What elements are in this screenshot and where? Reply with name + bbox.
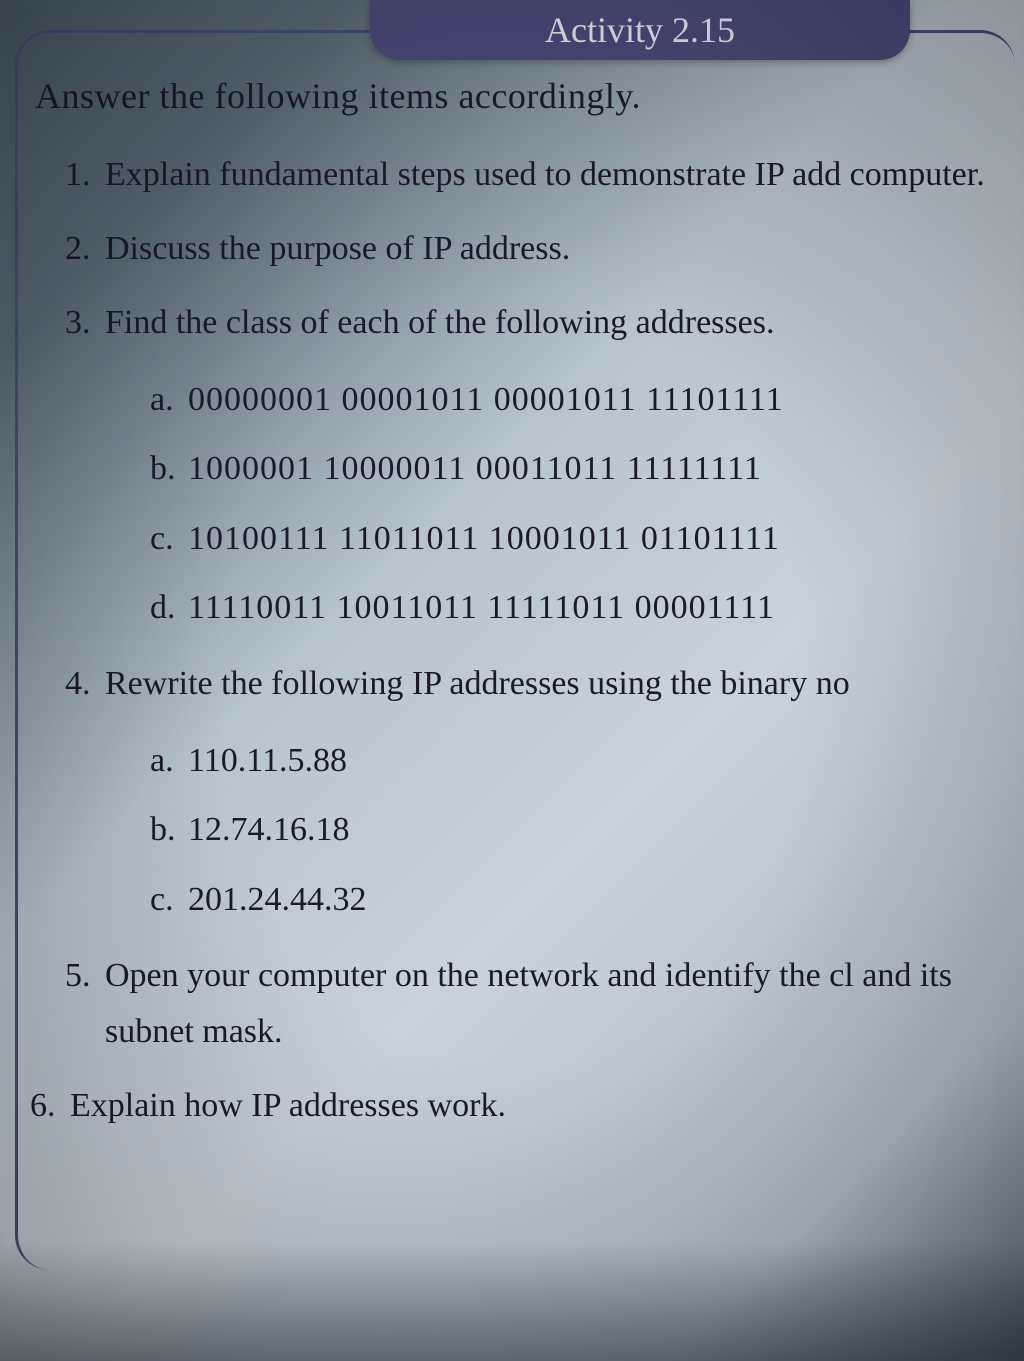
question-text: Explain fundamental steps used to demons… [105,156,985,193]
instruction-text: Answer the following items accordingly. [35,75,1010,117]
sub-item: a. 110.11.5.88 [150,730,1010,791]
sub-item: d. 11110011 10011011 11111011 00001111 [150,577,1010,638]
ip-address: 12.74.16.18 [188,811,350,848]
sub-letter: c. [150,508,174,569]
question-item: 3. Find the class of each of the followi… [65,295,1010,638]
binary-address: 11110011 10011011 11111011 00001111 [188,589,775,626]
question-number: 6. [30,1078,56,1134]
ip-address: 201.24.44.32 [188,881,367,918]
sub-letter: d. [150,577,176,638]
question-number: 4. [65,656,91,712]
activity-title: Activity 2.15 [545,9,735,51]
question-number: 5. [65,948,91,1004]
bottom-shadow [0,1241,1024,1361]
question-text: Open your computer on the network and id… [105,957,952,1050]
question-text: Find the class of each of the following … [105,304,774,341]
binary-address: 00000001 00001011 00001011 11101111 [188,381,784,418]
question-text: Explain how IP addresses work. [70,1087,506,1124]
question-text: Rewrite the following IP addresses using… [105,665,850,702]
sub-letter: a. [150,369,174,430]
question-item: 1. Explain fundamental steps used to dem… [65,147,1010,203]
question-number: 3. [65,295,91,351]
question-text: Discuss the purpose of IP address. [105,230,570,267]
sub-list: a. 110.11.5.88 b. 12.74.16.18 c. 201.24.… [105,730,1010,930]
question-item: 4. Rewrite the following IP addresses us… [65,656,1010,930]
sub-item: b. 1000001 10000011 00011011 11111111 [150,438,1010,499]
sub-letter: c. [150,869,174,930]
question-item: 5. Open your computer on the network and… [65,948,1010,1060]
binary-address: 1000001 10000011 00011011 11111111 [188,450,762,487]
question-number: 2. [65,221,91,277]
textbook-page: Activity 2.15 Answer the following items… [0,0,1024,1361]
sub-letter: b. [150,438,176,499]
sub-letter: a. [150,730,174,791]
content-area: Answer the following items accordingly. … [30,75,1010,1152]
sub-item: c. 10100111 11011011 10001011 01101111 [150,508,1010,569]
sub-item: c. 201.24.44.32 [150,869,1010,930]
question-number: 1. [65,147,91,203]
sub-list: a. 00000001 00001011 00001011 11101111 b… [105,369,1010,638]
sub-item: a. 00000001 00001011 00001011 11101111 [150,369,1010,430]
sub-item: b. 12.74.16.18 [150,799,1010,860]
question-item: 2. Discuss the purpose of IP address. [65,221,1010,277]
ip-address: 110.11.5.88 [188,742,347,779]
binary-address: 10100111 11011011 10001011 01101111 [188,520,780,557]
sub-letter: b. [150,799,176,860]
question-item: 6. Explain how IP addresses work. [65,1078,1010,1134]
question-list: 1. Explain fundamental steps used to dem… [30,147,1010,1134]
activity-header: Activity 2.15 [370,0,910,60]
